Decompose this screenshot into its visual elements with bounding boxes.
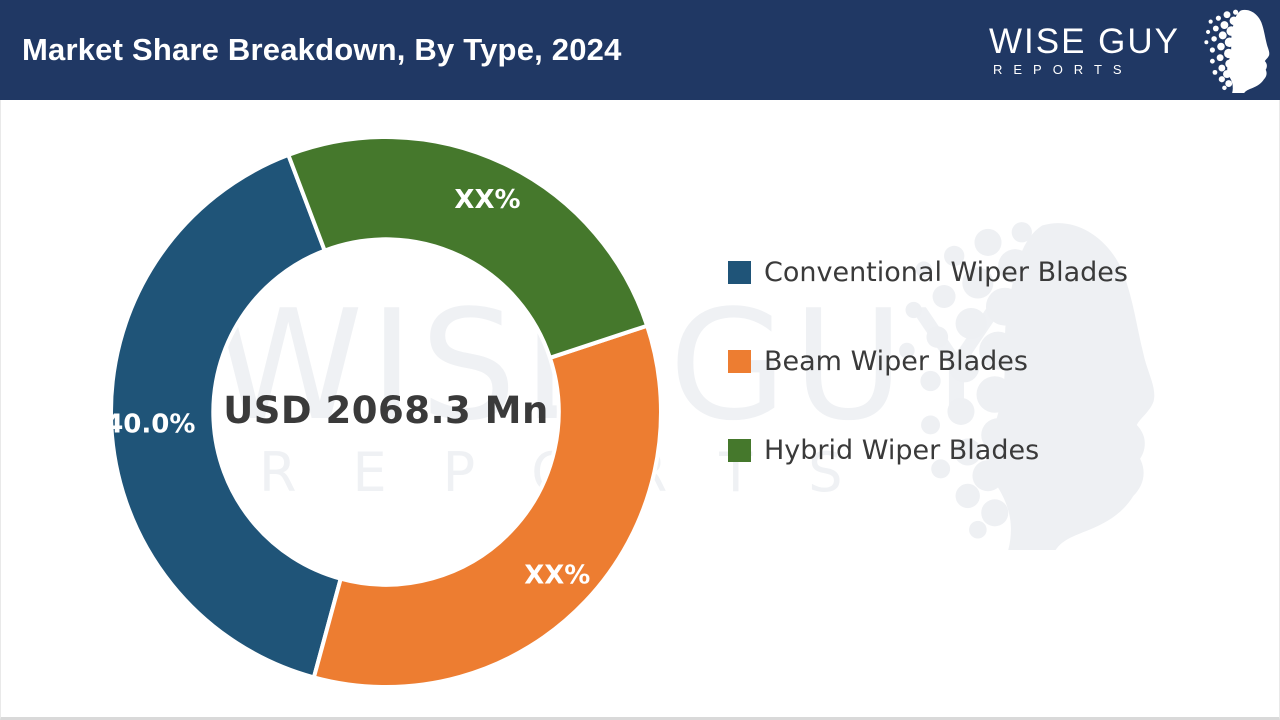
slice-label-conventional-wiper-blades: 40.0% <box>105 410 195 440</box>
slice-label-beam-wiper-blades: XX% <box>524 560 590 590</box>
slice-label-hybrid-wiper-blades: XX% <box>454 185 520 215</box>
donut-segment-hybrid-wiper-blades <box>286 135 650 360</box>
watermark-word-guy: GUY <box>669 277 1009 454</box>
wise-guy-logo: WISE GUY REPORTS <box>989 7 1280 93</box>
logo-text: WISE GUY REPORTS <box>989 24 1180 76</box>
legend-item-conventional-wiper-blades: Conventional Wiper Blades <box>728 256 1128 288</box>
legend-label: Hybrid Wiper Blades <box>764 434 1040 466</box>
legend-item-beam-wiper-blades: Beam Wiper Blades <box>728 345 1128 377</box>
legend-swatch-conventional <box>728 260 751 284</box>
logo-wordmark: WISE GUY <box>988 22 1180 61</box>
legend-label: Beam Wiper Blades <box>764 345 1028 377</box>
donut-segment-conventional-wiper-blades <box>109 152 343 680</box>
legend-item-hybrid-wiper-blades: Hybrid Wiper Blades <box>728 434 1128 466</box>
header: Market Share Breakdown, By Type, 2024 WI… <box>0 0 1280 100</box>
donut-segment-beam-wiper-blades <box>311 323 663 689</box>
legend-swatch-hybrid <box>728 438 751 462</box>
legend-label: Conventional Wiper Blades <box>764 256 1128 288</box>
logo-face-icon <box>1204 9 1270 93</box>
logo-subtext: REPORTS <box>992 62 1133 77</box>
chart-area: WISE GUY REPORTS 40.0%XX%XX% USD 2068.3 … <box>0 100 1280 720</box>
legend-swatch-beam <box>728 349 751 373</box>
page-title: Market Share Breakdown, By Type, 2024 <box>22 32 622 67</box>
legend: Conventional Wiper Blades Beam Wiper Bla… <box>728 256 1128 527</box>
donut-center-value: USD 2068.3 Mn <box>223 389 549 432</box>
donut-chart: 40.0% XX% XX% <box>105 135 663 689</box>
